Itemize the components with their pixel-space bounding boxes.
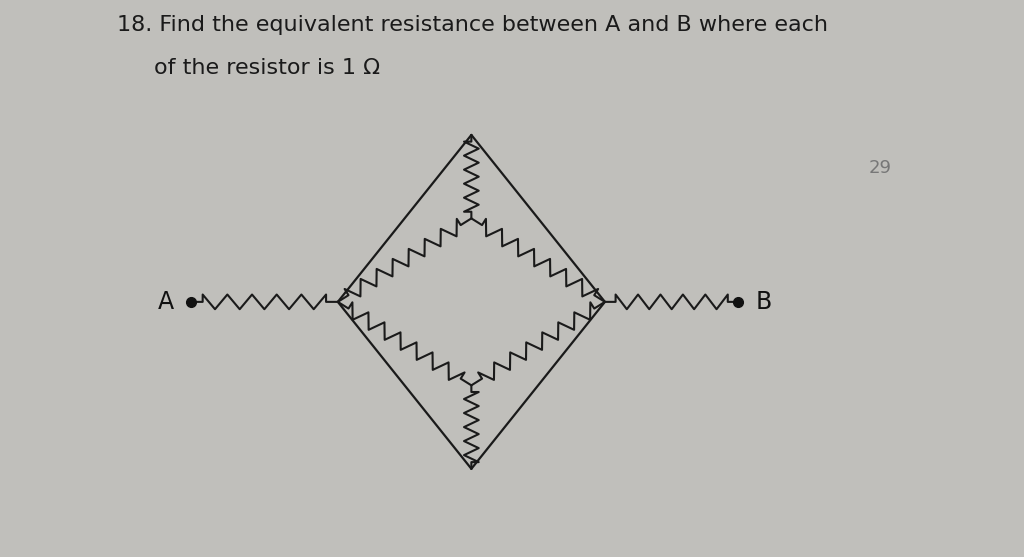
Text: 29: 29 xyxy=(869,159,892,177)
Text: B: B xyxy=(755,290,771,314)
Text: A: A xyxy=(158,290,174,314)
Text: 18. Find the equivalent resistance between A and B where each: 18. Find the equivalent resistance betwe… xyxy=(118,14,828,35)
Text: of the resistor is 1 Ω: of the resistor is 1 Ω xyxy=(155,58,380,78)
